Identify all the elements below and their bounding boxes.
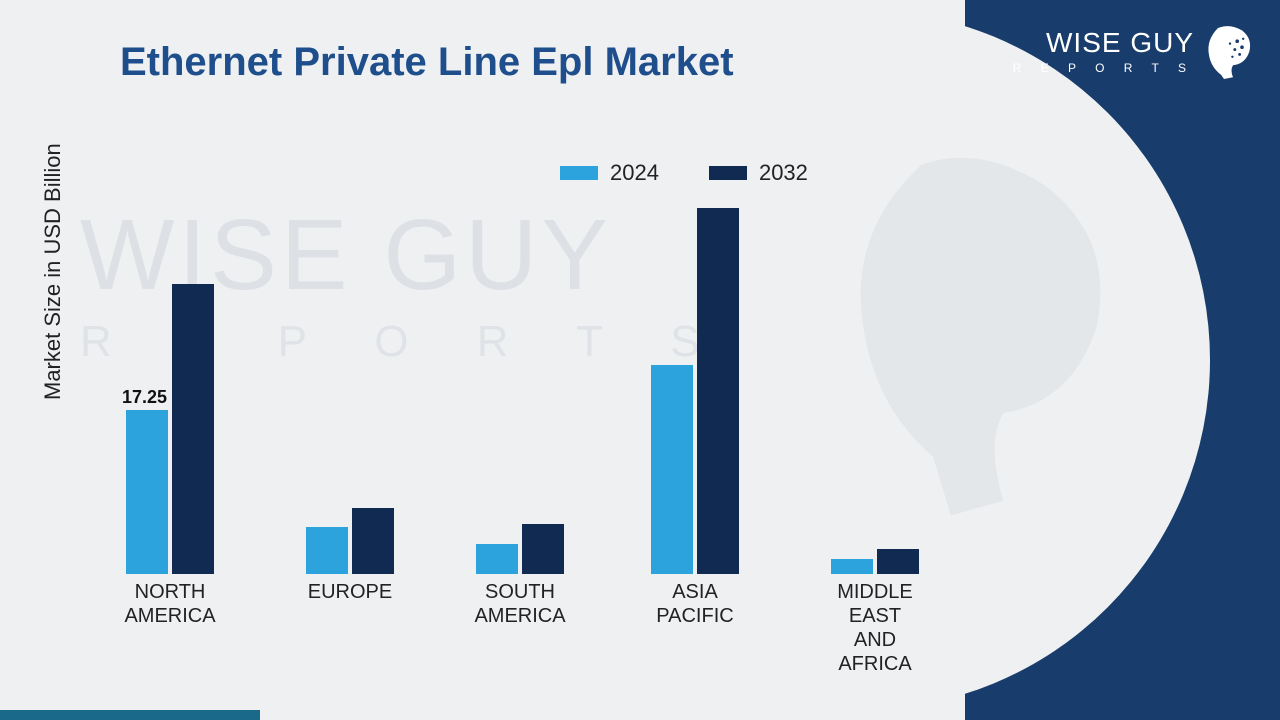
bar-2024 (126, 410, 168, 574)
footer-bar (0, 710, 260, 720)
bar-group (126, 284, 214, 574)
legend-item-2032: 2032 (709, 160, 808, 186)
plot-area (100, 195, 970, 575)
bar-2024 (651, 365, 693, 574)
category-label: NORTH AMERICA (110, 580, 230, 628)
brand-head-icon (1200, 22, 1260, 82)
y-axis-label: Market Size in USD Billion (40, 143, 66, 400)
brand-logo: WISE GUY R E P O R T S (1013, 22, 1260, 82)
legend-label-2024: 2024 (610, 160, 659, 186)
chart-title: Ethernet Private Line Epl Market (120, 40, 734, 85)
bar-group (831, 549, 919, 574)
bar-2024 (831, 559, 873, 574)
bar-2032 (697, 208, 739, 574)
bar-2032 (522, 524, 564, 574)
legend: 2024 2032 (560, 160, 808, 186)
bar-2024 (476, 544, 518, 574)
category-label: EUROPE (290, 580, 410, 604)
category-label: SOUTH AMERICA (460, 580, 580, 628)
bar-group (476, 524, 564, 574)
brand-line2: R E P O R T S (1013, 61, 1194, 75)
legend-swatch-2024 (560, 166, 598, 180)
bar-2032 (877, 549, 919, 574)
bar-2032 (172, 284, 214, 574)
brand-line1: WISE GUY (1046, 29, 1194, 57)
legend-label-2032: 2032 (759, 160, 808, 186)
legend-item-2024: 2024 (560, 160, 659, 186)
category-label: MIDDLE EAST AND AFRICA (815, 580, 935, 676)
value-label: 17.25 (122, 387, 167, 408)
legend-swatch-2032 (709, 166, 747, 180)
bar-group (651, 208, 739, 574)
bar-group (306, 508, 394, 575)
bar-2032 (352, 508, 394, 575)
bar-2024 (306, 527, 348, 575)
category-label: ASIA PACIFIC (635, 580, 755, 628)
